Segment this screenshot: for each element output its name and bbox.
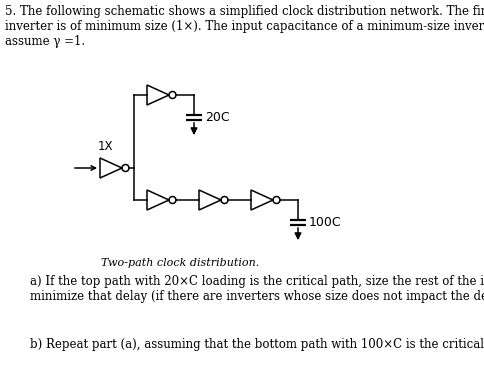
Text: a) If the top path with 20×C loading is the critical path, size the rest of the : a) If the top path with 20×C loading is …	[30, 275, 484, 303]
Text: 5. The following schematic shows a simplified clock distribution network. The fi: 5. The following schematic shows a simpl…	[5, 5, 484, 48]
Text: 20C: 20C	[205, 111, 229, 124]
Text: Two-path clock distribution.: Two-path clock distribution.	[101, 258, 258, 268]
Text: 100C: 100C	[308, 216, 341, 229]
Text: 1X: 1X	[97, 140, 112, 153]
Text: b) Repeat part (a), assuming that the bottom path with 100×C is the critical pat: b) Repeat part (a), assuming that the bo…	[30, 338, 484, 351]
